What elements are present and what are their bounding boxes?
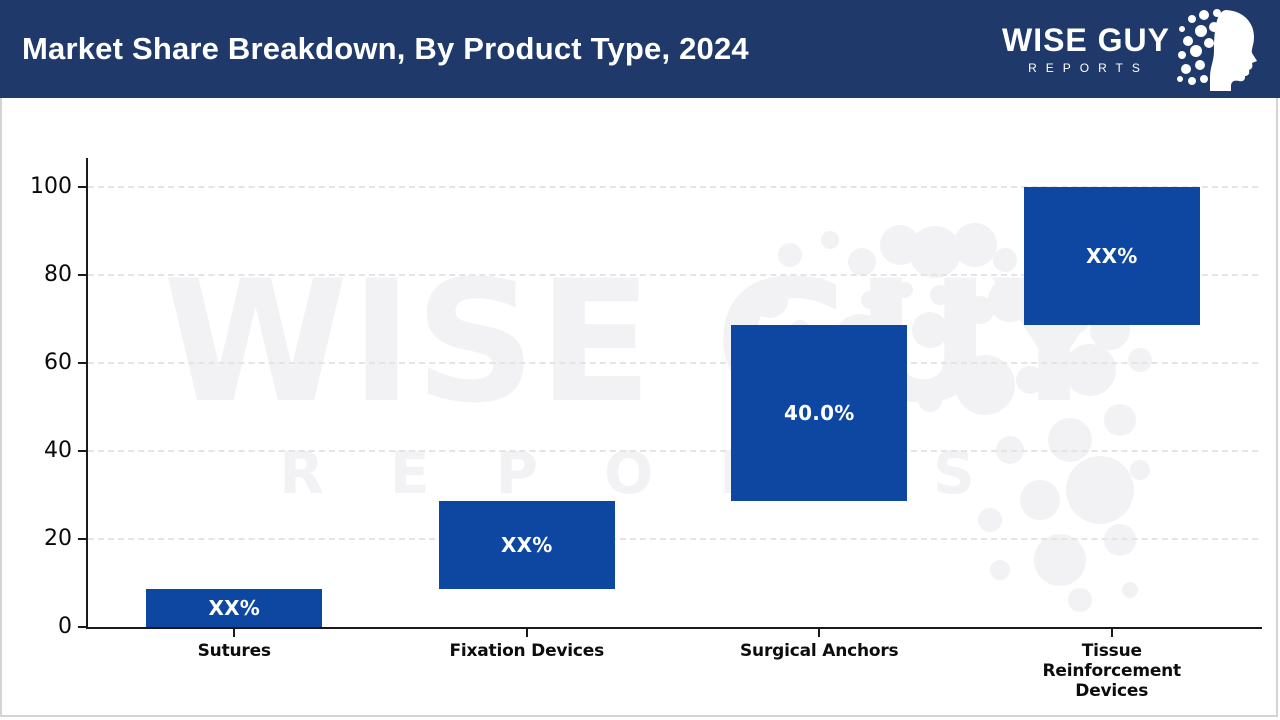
category-label-line: Surgical Anchors xyxy=(740,641,899,661)
logo-sub-text: REPORTS xyxy=(1028,60,1149,75)
bar-value-label: XX% xyxy=(1086,244,1138,269)
chart-title: Market Share Breakdown, By Product Type,… xyxy=(22,31,749,66)
bar-sutures: XX% xyxy=(146,589,323,627)
wiseguy-logo: WISE GUY REPORTS xyxy=(1002,7,1258,91)
x-axis-category-label: Sutures xyxy=(84,641,384,661)
bar-fixation-devices: XX% xyxy=(438,501,615,590)
y-tick-mark xyxy=(78,538,86,540)
x-axis-spine xyxy=(86,627,1262,629)
y-tick-label: 40 xyxy=(44,438,72,463)
x-tick-mark xyxy=(818,629,821,637)
bar-value-label: XX% xyxy=(501,533,553,558)
bar-value-label: XX% xyxy=(208,596,260,621)
header-bar: Market Share Breakdown, By Product Type,… xyxy=(0,0,1280,98)
x-tick-mark xyxy=(1110,629,1113,637)
category-label-line: Reinforcement xyxy=(1042,661,1182,681)
bar-value-label: 40.0% xyxy=(784,401,855,426)
y-tick-mark xyxy=(78,274,86,276)
gridline xyxy=(88,362,1258,364)
category-label-line: Tissue xyxy=(1081,641,1142,661)
y-axis-spine xyxy=(86,158,88,629)
bar-surgical-anchors: 40.0% xyxy=(731,325,908,502)
category-label-line: Sutures xyxy=(197,641,271,661)
y-tick-label: 80 xyxy=(44,262,72,287)
y-tick-label: 60 xyxy=(44,350,72,375)
gridline xyxy=(88,538,1258,540)
category-label-line: Devices xyxy=(1075,681,1149,701)
y-tick-label: 0 xyxy=(58,614,72,639)
category-label-line: Fixation Devices xyxy=(449,641,605,661)
x-tick-mark xyxy=(233,629,236,637)
logo-text: WISE GUY REPORTS xyxy=(1002,24,1170,75)
y-tick-label: 100 xyxy=(30,174,72,199)
wiseguy-head-icon xyxy=(1177,9,1257,91)
gridline xyxy=(88,186,1258,188)
logo-name-text: WISE GUY xyxy=(1001,21,1170,58)
y-tick-mark xyxy=(78,362,86,364)
x-axis-category-label: Tissue Reinforcement Devices xyxy=(962,641,1262,701)
bar-tissue-reinforcement-devices: XX% xyxy=(1023,187,1200,326)
x-axis-category-label: Surgical Anchors xyxy=(669,641,969,661)
y-tick-mark xyxy=(78,626,86,628)
y-tick-mark xyxy=(78,186,86,188)
y-tick-mark xyxy=(78,450,86,452)
x-axis-category-label: Fixation Devices xyxy=(377,641,677,661)
gridline xyxy=(88,274,1258,276)
x-tick-mark xyxy=(525,629,528,637)
y-tick-label: 20 xyxy=(44,526,72,551)
gridline xyxy=(88,450,1258,452)
